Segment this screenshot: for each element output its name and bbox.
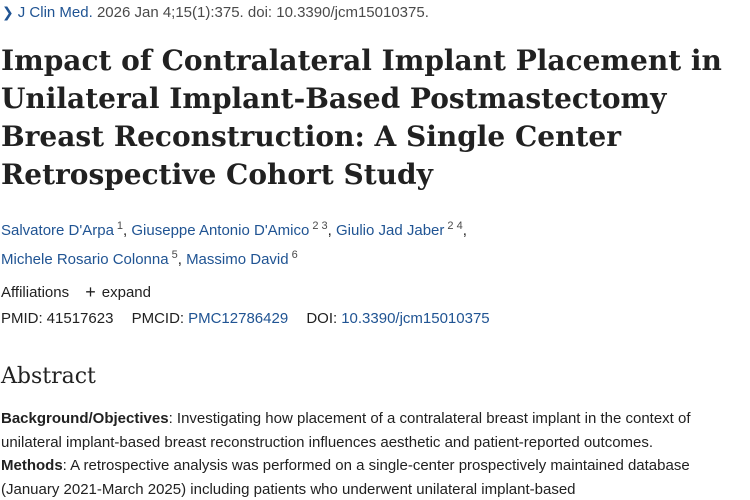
abstract-section-text: : Investigating how placement of a contr… [1, 410, 691, 451]
author-link[interactable]: Michele Rosario Colonna [1, 251, 169, 268]
abstract-section: Background/Objectives: Investigating how… [1, 407, 749, 454]
pmid-value: 41517623 [46, 310, 114, 327]
expand-affiliations-button[interactable]: + expand [85, 282, 151, 302]
author-affiliation-ref[interactable]: 1 [116, 220, 124, 232]
abstract-section: Methods: A retrospective analysis was pe… [1, 454, 749, 500]
citation-details: 2026 Jan 4;15(1):375. doi: 10.3390/jcm15… [96, 4, 429, 21]
pmcid-label: PMCID: [131, 310, 185, 327]
abstract-body: Background/Objectives: Investigating how… [1, 407, 749, 500]
author-link[interactable]: Giulio Jad Jaber [336, 222, 445, 239]
journal-link[interactable]: J Clin Med. [17, 4, 93, 21]
identifiers-row: PMID: 41517623 PMCID: PMC12786429 DOI: 10.3… [1, 310, 490, 327]
author-item: Salvatore D'Arpa 1 [1, 220, 124, 239]
author-affiliation-ref[interactable]: 2 3 [312, 220, 328, 232]
abstract-heading: Abstract [1, 364, 96, 389]
affiliations-row: Affiliations + expand [1, 281, 151, 302]
author-item: Giuseppe Antonio D'Amico 2 3 [131, 220, 328, 239]
abstract-section-label: Methods [1, 457, 63, 474]
abstract-section-text: : A retrospective analysis was performed… [1, 457, 690, 498]
doi-label: DOI: [306, 310, 338, 327]
author-link[interactable]: Salvatore D'Arpa [1, 222, 114, 239]
citation-line: ❯ J Clin Med. 2026 Jan 4;15(1):375. doi: … [2, 4, 429, 21]
author-affiliation-ref[interactable]: 2 4 [447, 220, 463, 232]
chevron-right-icon[interactable]: ❯ [2, 4, 14, 20]
author-link[interactable]: Giuseppe Antonio D'Amico [131, 222, 310, 239]
plus-icon: + [85, 282, 96, 302]
article-title: Impact of Contralateral Implant Placemen… [1, 44, 722, 191]
affiliations-label: Affiliations [1, 284, 70, 301]
author-list: Salvatore D'Arpa 1, Giuseppe Antonio D'Am… [1, 220, 467, 268]
abstract-section-label: Background/Objectives [1, 410, 169, 427]
author-affiliation-ref[interactable]: 6 [291, 249, 298, 261]
pmcid-link[interactable]: PMC12786429 [188, 310, 289, 327]
author-item: Massimo David 6 [186, 249, 298, 268]
author-item: Michele Rosario Colonna 5 [1, 249, 178, 268]
pmid-label: PMID: [1, 310, 43, 327]
doi-link[interactable]: 10.3390/jcm15010375 [341, 310, 490, 327]
author-affiliation-ref[interactable]: 5 [171, 249, 178, 261]
author-item: Giulio Jad Jaber 2 4 [336, 220, 463, 239]
author-link[interactable]: Massimo David [186, 251, 289, 268]
expand-label: expand [101, 284, 151, 301]
